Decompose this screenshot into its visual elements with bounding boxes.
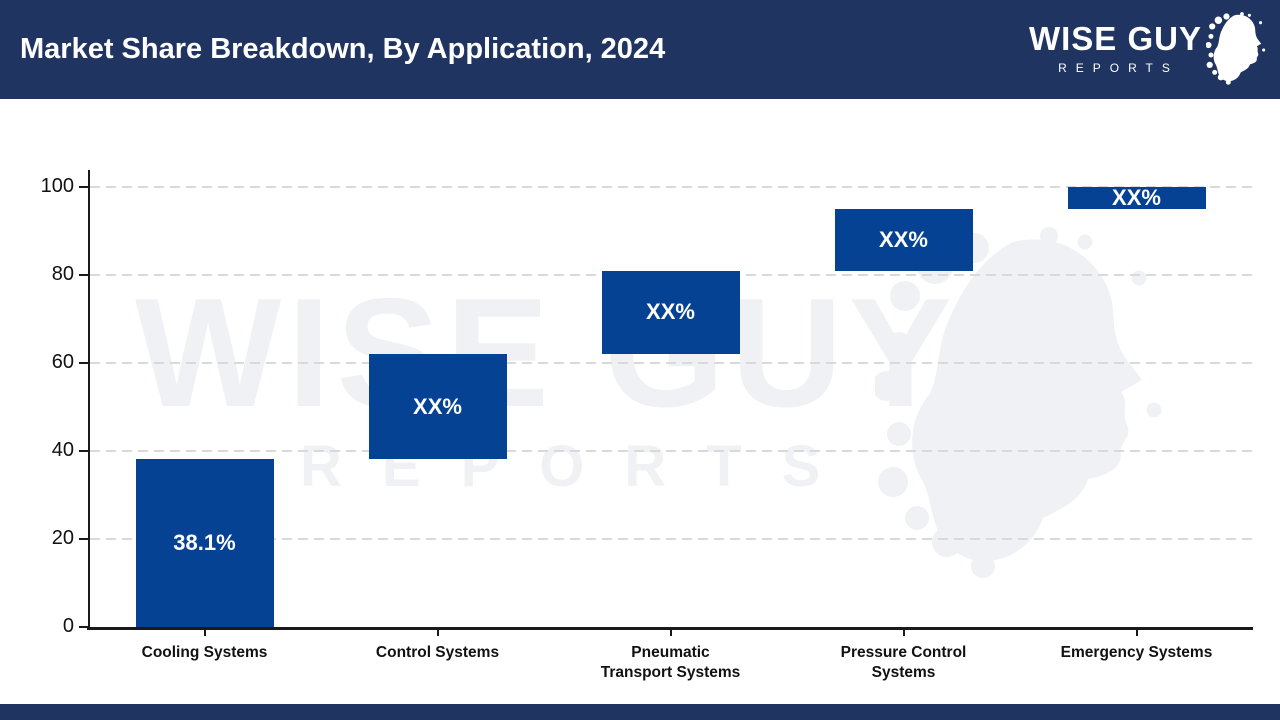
y-tick-label: 20 [51,527,74,549]
logo-text: WISE GUY REPORTS [1029,20,1202,75]
y-tick-mark [79,450,88,452]
x-tick-mark [203,627,206,636]
x-tick-mark [902,627,905,636]
y-tick-mark [79,274,88,276]
footer-bar [0,704,1280,720]
bar-value-label: XX% [646,299,695,325]
y-tick-label: 100 [40,175,74,197]
y-tick-label: 80 [51,263,74,285]
y-tick-mark [79,626,88,628]
y-tick-mark [79,186,88,188]
x-tick-mark [669,627,672,636]
y-axis-line [88,170,90,629]
bar-value-label: XX% [413,393,462,419]
y-tick-mark [79,362,88,364]
x-tick-label: Emergency Systems [1060,644,1213,661]
wise-guy-reports-logo: WISE GUY REPORTS [1018,6,1268,94]
bar-value-label: XX% [1112,185,1161,210]
bar-segment: XX% [834,209,973,271]
header-bar: Market Share Breakdown, By Application, … [0,0,1280,99]
x-tick-label: Pressure Control Systems [840,644,967,681]
gridline [90,362,1253,364]
page-title: Market Share Breakdown, By Application, … [20,33,666,65]
watermark-wordmark: WISE GUY [135,266,959,439]
watermark-face-icon [875,227,1162,578]
bar-segment: 38.1% [135,459,274,627]
gridline [90,450,1253,452]
bar-segment: XX% [601,270,740,355]
y-tick-label: 40 [51,439,74,461]
x-tick-label: Cooling Systems [141,644,268,661]
x-tick-label: Pneumatic Transport Systems [600,644,741,681]
bar-segment: XX% [1067,185,1206,210]
y-tick-label: 60 [51,351,74,373]
logo-subtitle: REPORTS [1058,61,1179,75]
gridline [90,538,1253,540]
x-tick-mark [1135,627,1138,636]
y-tick-mark [79,538,88,540]
bar-segment: XX% [368,354,507,460]
y-tick-label: 0 [62,615,74,637]
x-tick-label: Control Systems [375,644,500,661]
bar-value-label: 38.1% [173,530,236,556]
x-tick-mark [436,627,439,636]
dotted-face-icon [1206,12,1266,85]
chart-area: WISE GUY REPORTS 0 20 40 60 80 100 38.1% Coolin… [0,100,1280,704]
bar-value-label: XX% [879,226,928,252]
logo-wordmark: WISE GUY [1028,20,1202,57]
gridline [90,186,1253,188]
